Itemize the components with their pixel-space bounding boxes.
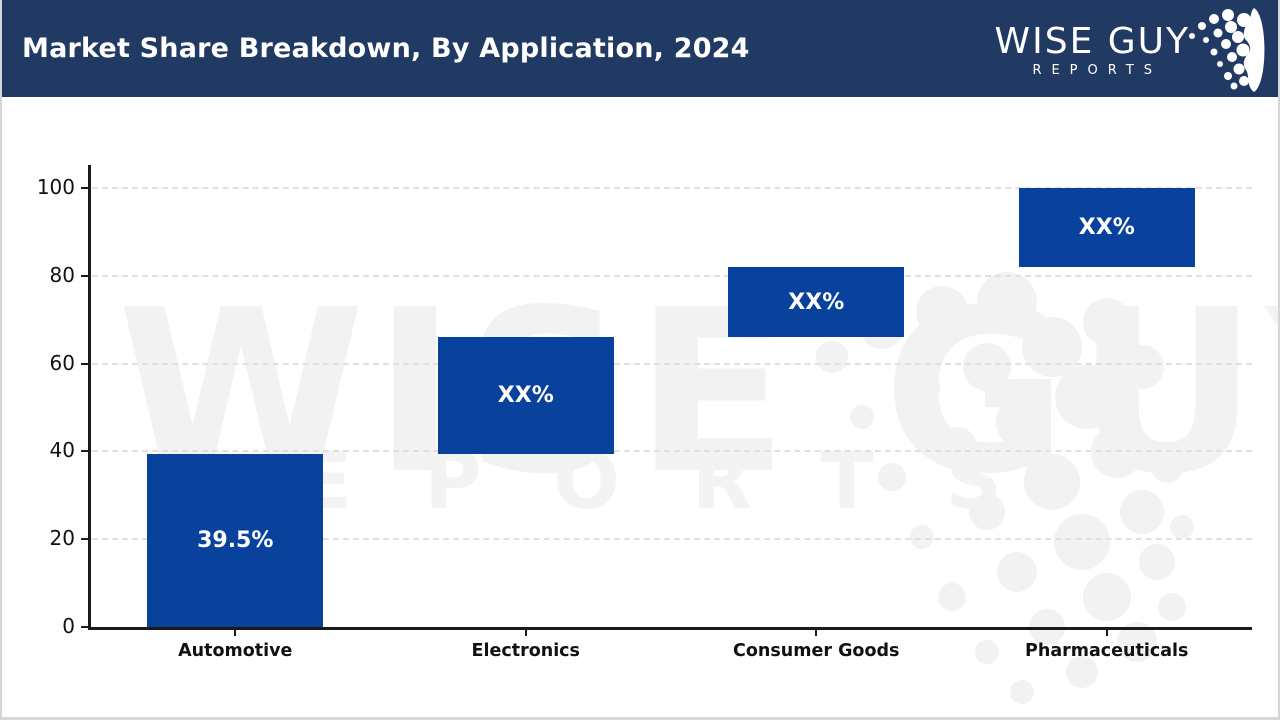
bar-pharmaceuticals: XX% <box>1018 188 1195 268</box>
y-axis-tick-label: 20 <box>49 526 75 551</box>
x-axis-category-label: Automotive <box>178 641 293 661</box>
x-axis-tick <box>1105 628 1108 636</box>
brand-logo-line2: REPORTS <box>1032 62 1163 78</box>
brand-logo-text: WISE GUY REPORTS <box>994 20 1191 78</box>
y-axis-tick <box>81 450 90 453</box>
y-axis-tick <box>81 538 90 541</box>
brand-logo: WISE GUY REPORTS <box>995 6 1269 94</box>
y-axis-tick-label: 0 <box>62 614 75 638</box>
y-axis-tick <box>81 274 90 277</box>
gridline-y40 <box>92 450 1252 453</box>
watermark-face-dots-icon <box>816 272 1194 704</box>
bar-consumer-goods: XX% <box>728 267 905 338</box>
x-axis-category-label: Electronics <box>471 641 580 661</box>
header-bar: Market Share Breakdown, By Application, … <box>2 0 1278 97</box>
gridline-y60 <box>92 362 1252 365</box>
y-axis-line <box>88 165 91 629</box>
y-axis-tick-label: 60 <box>49 350 75 375</box>
x-axis-tick <box>815 628 818 636</box>
y-axis-tick <box>81 187 90 189</box>
x-axis-category-label: Pharmaceuticals <box>1025 641 1189 661</box>
gridline-y100 <box>92 187 1252 189</box>
y-axis-tick-label: 80 <box>49 262 75 287</box>
x-axis-line <box>88 627 1252 630</box>
page-title: Market Share Breakdown, By Application, … <box>22 33 750 64</box>
bar-electronics: XX% <box>437 337 614 454</box>
bar-value-label: XX% <box>497 382 554 408</box>
bar-automotive: 39.5% <box>147 453 324 627</box>
bar-value-label: XX% <box>788 289 845 315</box>
gridline-y80 <box>92 274 1252 277</box>
bar-value-label: 39.5% <box>197 527 274 553</box>
y-axis-tick <box>81 362 90 365</box>
bar-chart: 0 20 40 60 80 100 39.5% Automotive XX% Electronic… <box>2 97 1278 717</box>
y-axis-tick-label: 40 <box>49 438 75 463</box>
x-axis-tick <box>234 628 237 636</box>
x-axis-category-label: Consumer Goods <box>733 641 900 661</box>
y-axis-tick <box>81 626 90 628</box>
brand-logo-line1: WISE GUY <box>994 20 1190 62</box>
gridline-y20 <box>92 538 1252 541</box>
x-axis-tick <box>524 628 527 636</box>
y-axis-tick-label: 100 <box>36 175 75 199</box>
bar-value-label: XX% <box>1078 215 1135 240</box>
brand-face-dots-icon <box>1189 8 1265 92</box>
